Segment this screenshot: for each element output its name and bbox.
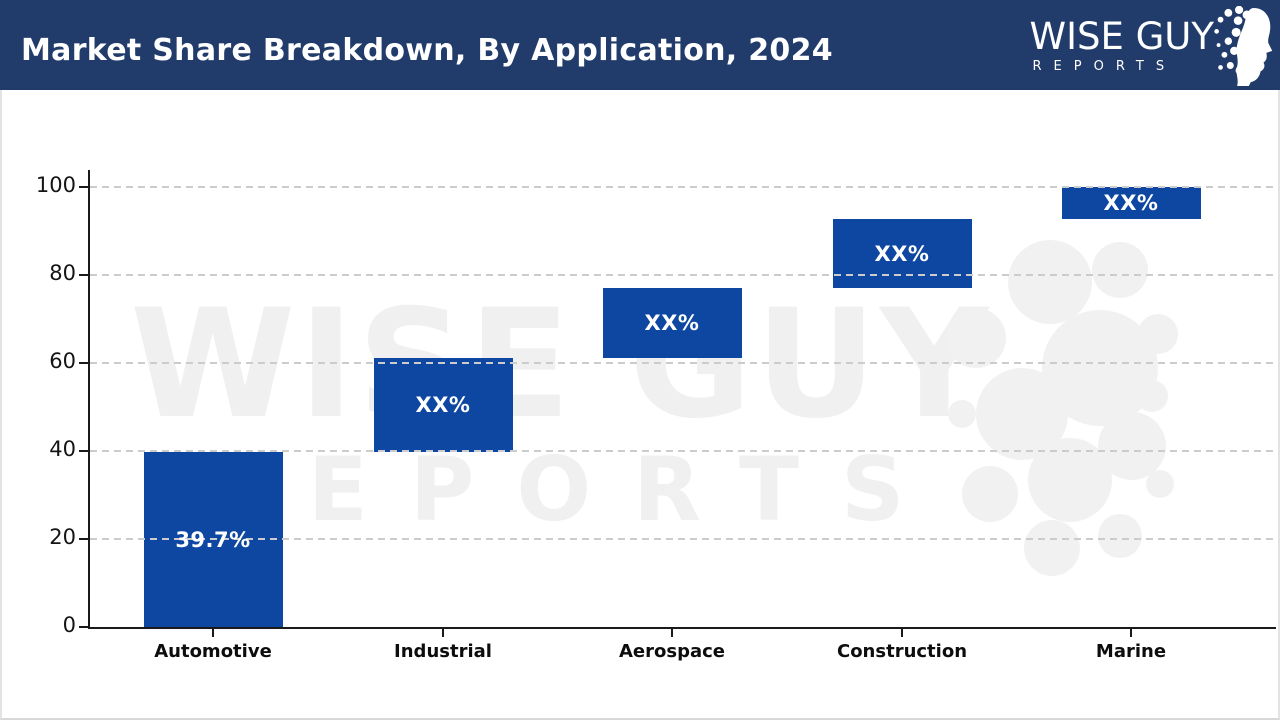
y-tick-label-20: 20: [49, 525, 76, 549]
gridline-40: [90, 450, 1276, 452]
y-tick-label-40: 40: [49, 437, 76, 461]
bar-value-label-marine: XX%: [1103, 191, 1159, 216]
x-tick-automotive: [212, 629, 214, 637]
wiseguy-face-icon: [1214, 6, 1273, 86]
gridline-60: [90, 362, 1276, 364]
bar-value-label-construction: XX%: [874, 241, 930, 266]
x-axis-label-construction: Construction: [836, 641, 968, 662]
y-axis: [88, 170, 90, 629]
bar-construction: [832, 219, 972, 289]
y-tick-40: [79, 450, 88, 452]
x-axis-label-automotive: Automotive: [154, 641, 272, 662]
y-tick-60: [79, 362, 88, 364]
bar-aerospace: [602, 288, 742, 359]
bar-marine: [1061, 187, 1201, 220]
bar-value-label-industrial: XX%: [415, 393, 471, 418]
x-axis-label-aerospace: Aerospace: [618, 641, 725, 662]
y-tick-label-80: 80: [49, 261, 76, 285]
x-tick-marine: [1130, 629, 1132, 637]
chart-area: WISE GUY REPORTS 0 20 40 60 80 100 39.7% Automo…: [0, 90, 1280, 720]
y-tick-0: [79, 626, 88, 628]
gridline-20: [90, 538, 1276, 540]
header-bar: Market Share Breakdown, By Application, …: [0, 0, 1280, 90]
x-axis-label-industrial: Industrial: [394, 641, 492, 662]
bar-industrial: [373, 358, 513, 453]
bar-value-label-automotive: 39.7%: [175, 527, 251, 552]
page-title: Market Share Breakdown, By Application, …: [21, 32, 833, 68]
y-tick-100: [79, 186, 88, 188]
gridline-80: [90, 274, 1276, 276]
x-tick-industrial: [442, 629, 444, 637]
y-tick-label-100: 100: [35, 173, 76, 197]
x-tick-aerospace: [671, 629, 673, 637]
y-tick-label-60: 60: [49, 349, 76, 373]
x-axis-label-marine: Marine: [1095, 641, 1167, 662]
watermark-line2: REPORTS: [198, 438, 947, 541]
y-tick-80: [79, 274, 88, 276]
wiseguy-logo: WISE GUY REPORTS: [1030, 6, 1274, 86]
x-axis: [88, 627, 1276, 629]
y-tick-20: [79, 538, 88, 540]
gridline-100: [90, 186, 1276, 188]
x-tick-construction: [901, 629, 903, 637]
y-tick-label-0: 0: [62, 613, 76, 637]
wiseguy-logo-text: WISE GUY REPORTS: [1029, 15, 1214, 74]
bar-value-label-aerospace: XX%: [644, 311, 700, 336]
logo-subtitle-label: REPORTS: [1032, 58, 1177, 74]
logo-name-label: WISE GUY: [1029, 15, 1214, 59]
watermark-line1: WISE GUY: [130, 278, 992, 452]
